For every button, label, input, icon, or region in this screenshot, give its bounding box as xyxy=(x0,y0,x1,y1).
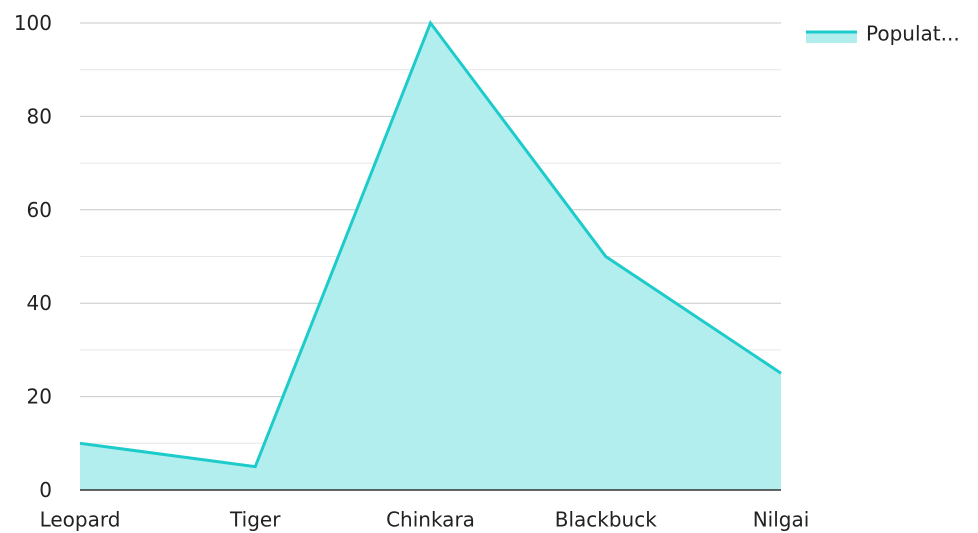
x-tick-label: Chinkara xyxy=(386,508,475,532)
y-axis: 0 20 40 60 80 100 xyxy=(14,11,52,502)
y-tick-label: 40 xyxy=(27,291,52,315)
x-tick-label: Tiger xyxy=(229,508,281,532)
y-tick-label: 60 xyxy=(27,198,52,222)
y-tick-label: 80 xyxy=(27,104,52,128)
x-axis: Leopard Tiger Chinkara Blackbuck Nilgai xyxy=(40,490,810,532)
legend-item-label[interactable]: Populat... xyxy=(866,22,960,46)
x-tick-label: Nilgai xyxy=(753,508,810,532)
y-tick-label: 20 xyxy=(27,385,52,409)
y-tick-label: 0 xyxy=(39,478,52,502)
legend[interactable]: Populat... xyxy=(806,22,960,46)
x-tick-label: Leopard xyxy=(40,508,121,532)
x-tick-label: Blackbuck xyxy=(555,508,657,532)
y-tick-label: 100 xyxy=(14,11,52,35)
